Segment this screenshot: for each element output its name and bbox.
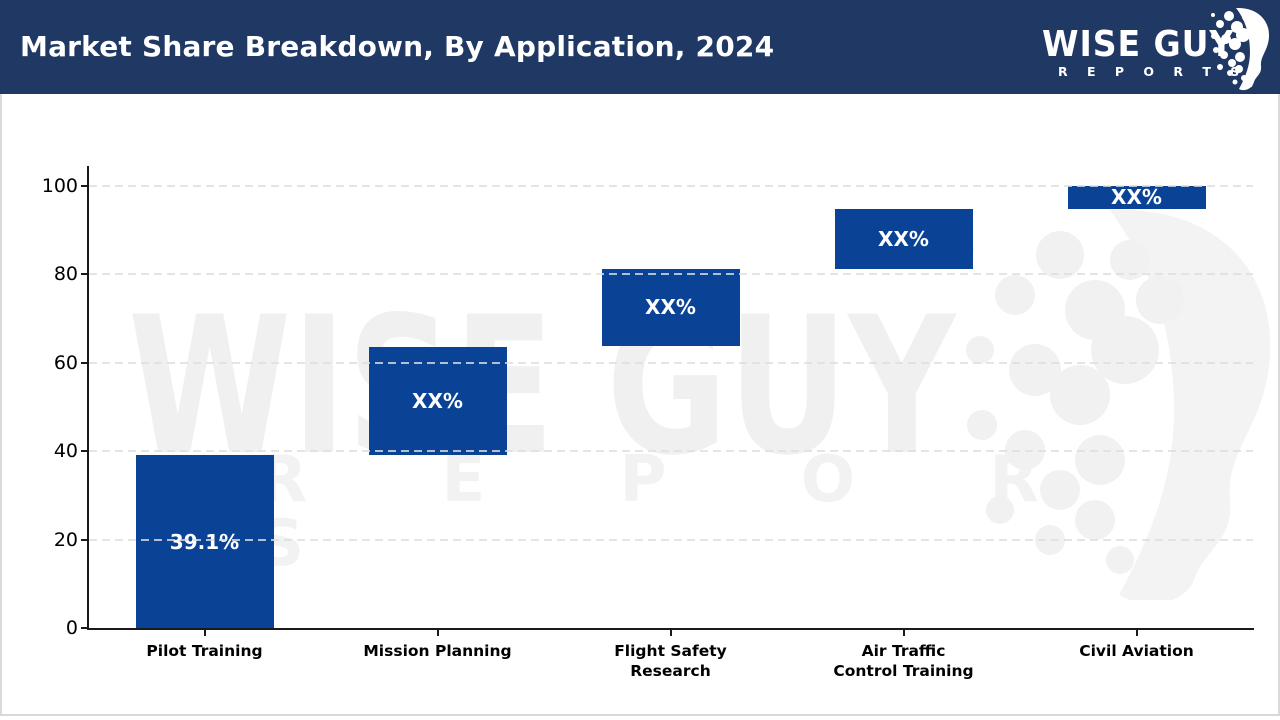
bottom-border <box>0 714 1280 716</box>
y-tick-mark <box>81 273 87 276</box>
bar-value-label: XX% <box>412 389 463 414</box>
gridline-20 <box>89 538 1253 541</box>
header-bar <box>0 0 1280 94</box>
logo-head-icon <box>1211 7 1270 91</box>
y-tick-label: 80 <box>53 263 78 286</box>
x-tick-mark <box>669 630 672 636</box>
y-tick-mark <box>81 538 87 541</box>
y-tick-mark <box>81 361 87 364</box>
bar-value-label: XX% <box>1111 185 1162 210</box>
x-category-label: Pilot Training <box>146 642 263 660</box>
x-category-label: Air Traffic Control Training <box>833 642 974 681</box>
x-category-label: Flight Safety Research <box>614 642 727 681</box>
x-axis-line <box>87 628 1254 630</box>
watermark-head-icon <box>956 209 1271 600</box>
bar-mission-planning: XX% <box>368 347 507 456</box>
y-tick-label: 20 <box>53 528 78 551</box>
bar-value-label: 39.1% <box>169 529 240 554</box>
bar-flight-safety: XX% <box>601 268 740 346</box>
bar-air-traffic: XX% <box>834 208 973 269</box>
y-tick-mark <box>81 185 87 187</box>
right-border <box>1278 94 1280 716</box>
y-tick-label: 60 <box>53 351 78 374</box>
x-category-label: Mission Planning <box>363 642 512 660</box>
gridline-60 <box>89 361 1253 364</box>
y-tick-label: 40 <box>53 440 78 463</box>
x-tick-mark <box>436 630 439 636</box>
bar-pilot-training: 39.1% <box>135 455 274 628</box>
y-axis-line <box>87 166 89 630</box>
x-tick-mark <box>203 630 206 636</box>
x-tick-mark <box>902 630 905 636</box>
x-tick-mark <box>1135 630 1138 636</box>
bar-civil-aviation: XX% <box>1067 185 1206 210</box>
y-tick-mark <box>81 627 87 629</box>
gridline-40 <box>89 450 1253 453</box>
logo-wordmark: WISE GUY <box>1042 24 1235 65</box>
logo-subtitle: R E P O R T S <box>1058 64 1247 79</box>
y-tick-label: 0 <box>65 617 78 639</box>
y-tick-label: 100 <box>41 175 78 197</box>
watermark-text: WISE GUY <box>128 276 956 497</box>
bar-value-label: XX% <box>645 295 696 320</box>
gridline-80 <box>89 273 1253 276</box>
y-tick-mark <box>81 450 87 453</box>
x-category-label: Civil Aviation <box>1079 642 1194 660</box>
page-title: Market Share Breakdown, By Application, … <box>20 30 775 63</box>
left-border <box>0 94 2 716</box>
bar-value-label: XX% <box>878 226 929 251</box>
gridline-100 <box>89 185 1253 187</box>
